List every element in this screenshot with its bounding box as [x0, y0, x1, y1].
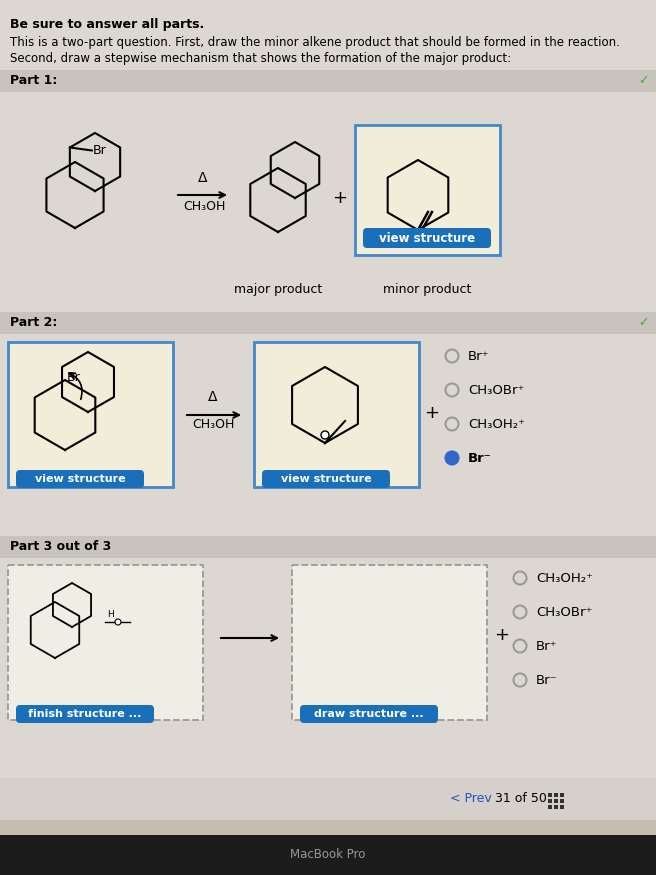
Bar [554, 799, 558, 803]
FancyBboxPatch shape [16, 705, 154, 723]
Text: ✓: ✓ [638, 316, 649, 329]
Text: view structure: view structure [379, 232, 475, 244]
Text: +: + [333, 189, 348, 207]
Text: major product: major product [234, 283, 322, 296]
FancyBboxPatch shape [0, 312, 656, 334]
Circle shape [514, 571, 527, 584]
Text: view structure: view structure [35, 474, 125, 484]
Bar [554, 805, 558, 809]
Text: Part 1:: Part 1: [10, 74, 57, 87]
Text: MacBook Pro: MacBook Pro [291, 849, 365, 862]
Bar [560, 793, 564, 797]
FancyBboxPatch shape [254, 342, 419, 487]
Text: finish structure ...: finish structure ... [28, 709, 142, 719]
Text: Δ: Δ [197, 171, 207, 185]
Text: Br⁻: Br⁻ [536, 674, 558, 687]
Text: CH₃OH: CH₃OH [192, 418, 234, 431]
Circle shape [514, 640, 527, 653]
FancyBboxPatch shape [0, 778, 656, 820]
FancyBboxPatch shape [262, 470, 390, 488]
Text: Br⁺: Br⁺ [536, 640, 558, 653]
FancyBboxPatch shape [0, 536, 656, 558]
FancyBboxPatch shape [0, 0, 656, 800]
Bar [548, 793, 552, 797]
FancyBboxPatch shape [363, 228, 491, 248]
Circle shape [514, 606, 527, 619]
FancyBboxPatch shape [292, 565, 487, 720]
Text: CH₃OH: CH₃OH [183, 200, 226, 213]
Text: Δ: Δ [208, 390, 218, 404]
FancyBboxPatch shape [8, 565, 203, 720]
Text: CH₃OBr⁺: CH₃OBr⁺ [536, 606, 592, 619]
Text: This is a two-part question. First, draw the minor alkene product that should be: This is a two-part question. First, draw… [10, 36, 620, 49]
Circle shape [321, 431, 329, 439]
FancyBboxPatch shape [0, 558, 656, 763]
Text: Second, draw a stepwise mechanism that shows the formation of the major product:: Second, draw a stepwise mechanism that s… [10, 52, 511, 65]
FancyBboxPatch shape [16, 470, 144, 488]
Circle shape [514, 674, 527, 687]
Text: < Prev: < Prev [450, 793, 492, 806]
Text: H: H [107, 610, 113, 619]
FancyBboxPatch shape [8, 342, 173, 487]
Text: Be sure to answer all parts.: Be sure to answer all parts. [10, 18, 204, 31]
Circle shape [115, 619, 121, 625]
Text: view structure: view structure [281, 474, 371, 484]
FancyBboxPatch shape [0, 92, 656, 312]
Text: Part 3 out of 3: Part 3 out of 3 [10, 540, 112, 553]
Text: CH₃OH₂⁺: CH₃OH₂⁺ [468, 417, 525, 430]
Circle shape [445, 417, 459, 430]
Text: CH₃OBr⁺: CH₃OBr⁺ [468, 383, 524, 396]
Text: Br⁺: Br⁺ [468, 349, 489, 362]
Circle shape [445, 383, 459, 396]
Circle shape [445, 452, 459, 465]
Circle shape [445, 349, 459, 362]
Bar [548, 805, 552, 809]
Text: minor product: minor product [383, 283, 471, 296]
FancyBboxPatch shape [0, 70, 656, 92]
Text: CH₃OH₂⁺: CH₃OH₂⁺ [536, 571, 593, 584]
Text: Br⁻: Br⁻ [468, 452, 492, 465]
Bar [560, 799, 564, 803]
FancyBboxPatch shape [0, 835, 656, 875]
FancyBboxPatch shape [0, 334, 656, 524]
Text: draw structure ...: draw structure ... [314, 709, 424, 719]
Text: Br: Br [67, 371, 81, 384]
FancyBboxPatch shape [355, 125, 500, 255]
Bar [554, 793, 558, 797]
FancyBboxPatch shape [300, 705, 438, 723]
Text: 31 of 50: 31 of 50 [495, 793, 547, 806]
Text: ✓: ✓ [638, 74, 649, 87]
Text: Part 2:: Part 2: [10, 316, 57, 329]
Text: Br: Br [93, 144, 107, 157]
Text: +: + [495, 626, 510, 644]
Bar [560, 805, 564, 809]
Text: +: + [424, 404, 440, 422]
Bar [548, 799, 552, 803]
